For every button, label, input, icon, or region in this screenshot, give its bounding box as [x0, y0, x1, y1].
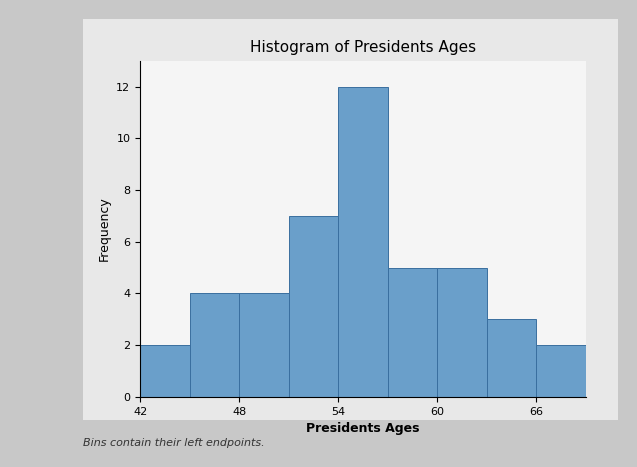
Bar [338, 86, 388, 397]
Bar [289, 216, 338, 397]
Bar [140, 345, 190, 397]
Title: Histogram of Presidents Ages: Histogram of Presidents Ages [250, 40, 476, 56]
Text: Bins contain their left endpoints.: Bins contain their left endpoints. [83, 439, 264, 448]
Bar [388, 268, 438, 397]
Bar [487, 319, 536, 397]
X-axis label: Presidents Ages: Presidents Ages [306, 422, 420, 435]
Bar [190, 293, 240, 397]
Bar [536, 345, 586, 397]
Bar [240, 293, 289, 397]
Bar [438, 268, 487, 397]
Y-axis label: Frequency: Frequency [97, 197, 111, 261]
